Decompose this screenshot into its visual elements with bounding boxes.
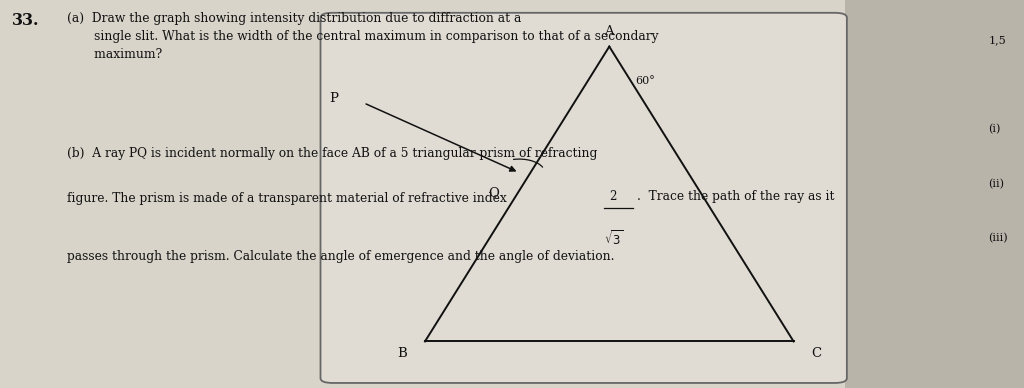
Text: (iii): (iii)	[988, 233, 1008, 243]
Text: P: P	[329, 92, 338, 106]
Text: (b)  A ray PQ is incident normally on the face AB of a 5 triangular prism of ref: (b) A ray PQ is incident normally on the…	[67, 147, 597, 161]
Text: passes through the prism. Calculate the angle of emergence and the angle of devi: passes through the prism. Calculate the …	[67, 250, 614, 263]
Text: (a)  Draw the graph showing intensity distribution due to diffraction at a
     : (a) Draw the graph showing intensity dis…	[67, 12, 658, 61]
Text: $\sqrt{3}$: $\sqrt{3}$	[604, 229, 624, 248]
Text: A: A	[604, 25, 614, 38]
Text: B: B	[397, 346, 408, 360]
Text: C: C	[811, 346, 821, 360]
Text: 1,5: 1,5	[988, 35, 1006, 45]
Text: Q: Q	[488, 186, 499, 199]
FancyBboxPatch shape	[0, 0, 845, 388]
Text: .  Trace the path of the ray as it: . Trace the path of the ray as it	[637, 190, 835, 203]
Text: (ii): (ii)	[988, 178, 1005, 189]
Text: 2: 2	[609, 190, 616, 203]
Text: (i): (i)	[988, 124, 1000, 135]
FancyBboxPatch shape	[321, 13, 847, 383]
Text: figure. The prism is made of a transparent material of refractive index: figure. The prism is made of a transpare…	[67, 192, 506, 205]
Text: 33.: 33.	[12, 12, 40, 29]
Text: 60°: 60°	[635, 76, 654, 86]
